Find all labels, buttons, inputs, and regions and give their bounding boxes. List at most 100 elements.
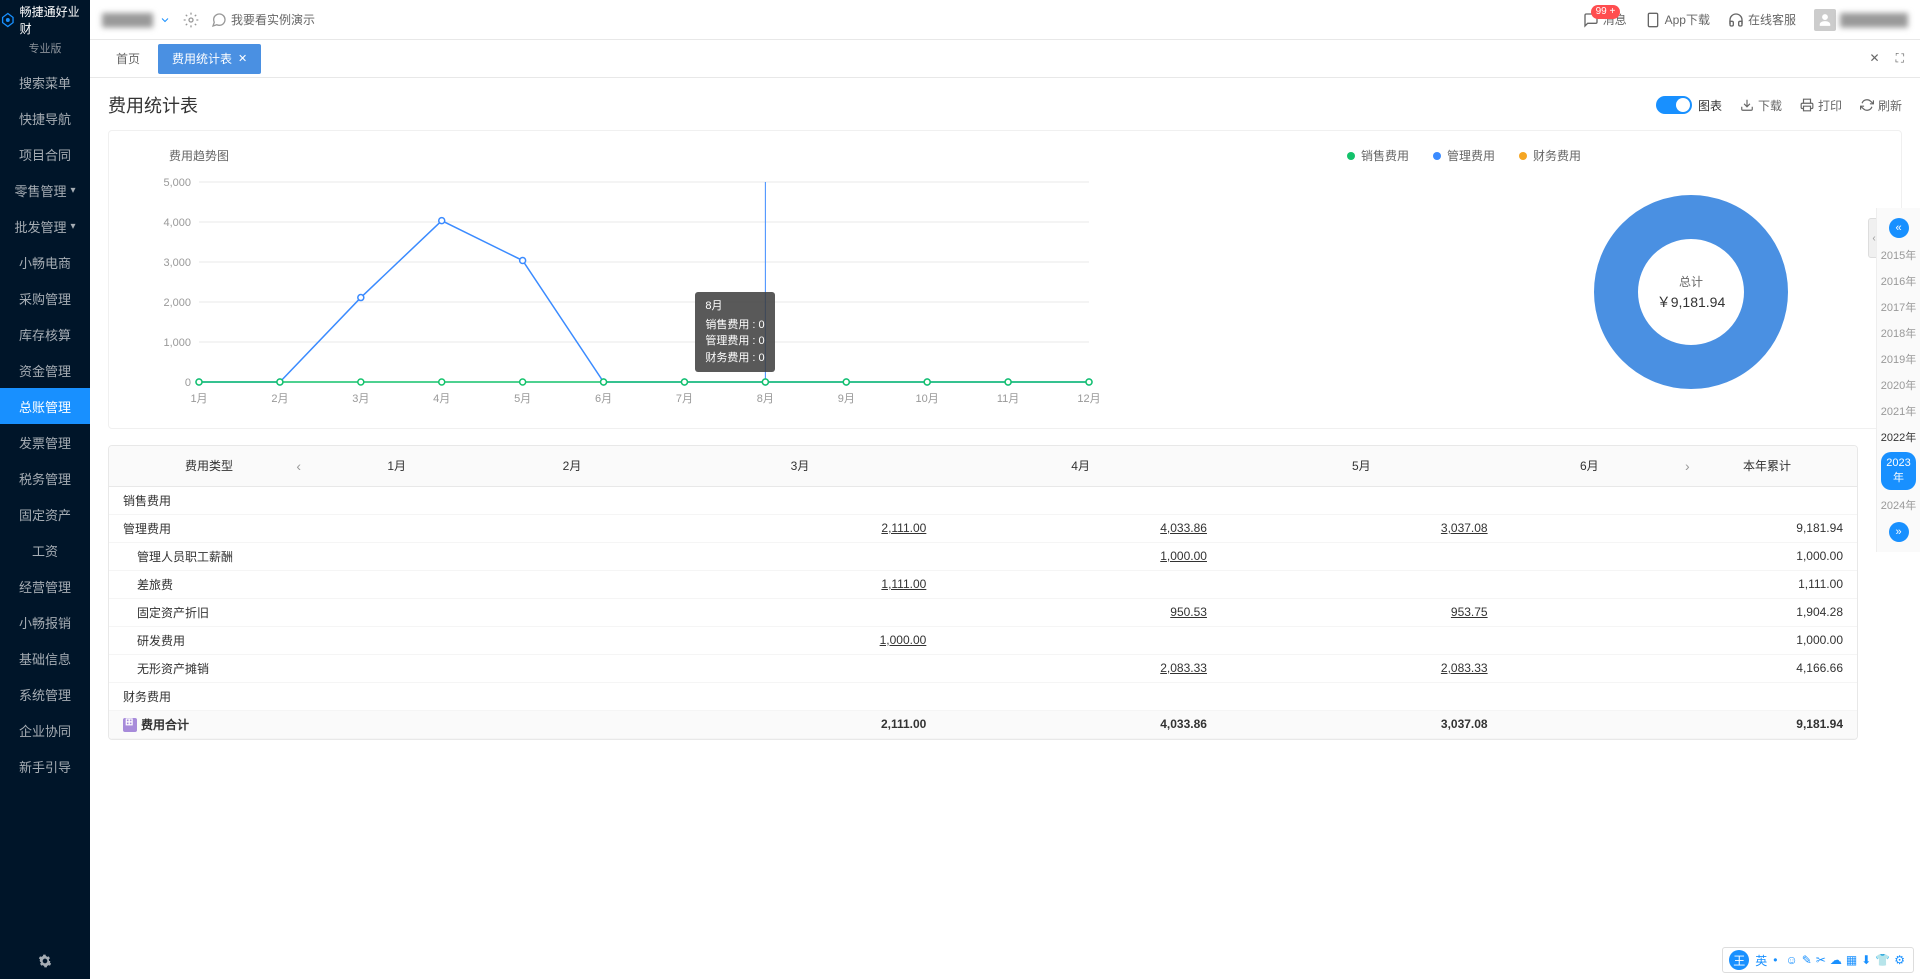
year-2022年[interactable]: 2022年 — [1877, 424, 1920, 450]
cell — [484, 542, 659, 570]
sidebar-item-17[interactable]: 系统管理 — [0, 676, 90, 712]
sidebar-item-10[interactable]: 发票管理 — [0, 424, 90, 460]
legend-item-1[interactable]: 管理费用 — [1433, 147, 1495, 164]
ime-icon-7[interactable]: ⚙ — [1894, 953, 1905, 967]
year-2018年[interactable]: 2018年 — [1877, 320, 1920, 346]
sidebar-item-7[interactable]: 库存核算 — [0, 316, 90, 352]
cell — [940, 682, 1221, 710]
gear-icon — [38, 954, 52, 968]
cell[interactable]: 950.53 — [940, 598, 1221, 626]
ime-icon-5[interactable]: ⬇ — [1861, 953, 1871, 967]
th-month-5: 6月 — [1502, 446, 1677, 486]
legend-item-2[interactable]: 财务费用 — [1519, 147, 1581, 164]
cell — [940, 486, 1221, 514]
legend-item-0[interactable]: 销售费用 — [1347, 147, 1409, 164]
sidebar-item-6[interactable]: 采购管理 — [0, 280, 90, 316]
sidebar-item-16[interactable]: 基础信息 — [0, 640, 90, 676]
page-title: 费用统计表 — [108, 92, 198, 118]
sidebar-item-4[interactable]: 批发管理▾ — [0, 208, 90, 244]
messages-button[interactable]: 99 + 消息 — [1583, 11, 1627, 28]
sidebar-item-18[interactable]: 企业协同 — [0, 712, 90, 748]
sidebar-item-11[interactable]: 税务管理 — [0, 460, 90, 496]
sidebar-item-5[interactable]: 小畅电商 — [0, 244, 90, 280]
ime-icon-2[interactable]: ✂ — [1816, 953, 1826, 967]
cell — [484, 570, 659, 598]
cell[interactable]: 2,083.33 — [940, 654, 1221, 682]
year-2024年[interactable]: 2024年 — [1877, 492, 1920, 518]
sidebar-item-2[interactable]: 项目合同 — [0, 136, 90, 172]
demo-link[interactable]: 我要看实例演示 — [211, 11, 315, 28]
cell — [484, 486, 659, 514]
cell[interactable]: 1,000.00 — [660, 626, 941, 654]
year-scroll-up[interactable]: « — [1889, 218, 1909, 238]
tab-close-all[interactable]: ✕ — [1866, 47, 1884, 70]
row-label: 无形资产摊销 — [109, 654, 309, 682]
year-2016年[interactable]: 2016年 — [1877, 268, 1920, 294]
sidebar-item-1[interactable]: 快捷导航 — [0, 100, 90, 136]
cell — [309, 486, 484, 514]
year-2020年[interactable]: 2020年 — [1877, 372, 1920, 398]
print-button[interactable]: 打印 — [1800, 97, 1842, 114]
cell[interactable]: 1,000.00 — [940, 542, 1221, 570]
row-label: 管理费用 — [109, 514, 309, 542]
sidebar-item-3[interactable]: 零售管理▾ — [0, 172, 90, 208]
gear-icon[interactable] — [183, 12, 199, 28]
sidebar-item-9[interactable]: 总账管理 — [0, 388, 90, 424]
sidebar-item-0[interactable]: 搜索菜单 — [0, 64, 90, 100]
cell — [484, 626, 659, 654]
grand-total: 9,181.94 — [1677, 710, 1857, 738]
trend-chart-title: 费用趋势图 — [169, 147, 1881, 164]
year-2015年[interactable]: 2015年 — [1877, 242, 1920, 268]
cell[interactable]: 1,111.00 — [660, 570, 941, 598]
ime-icon-1[interactable]: ✎ — [1802, 953, 1812, 967]
table-total-row: 费用合计2,111.004,033.863,037.089,181.94 — [109, 710, 1857, 738]
cell[interactable]: 953.75 — [1221, 598, 1502, 626]
year-2017年[interactable]: 2017年 — [1877, 294, 1920, 320]
chart-toggle[interactable] — [1656, 96, 1692, 114]
svg-text:12月: 12月 — [1077, 393, 1100, 405]
cell[interactable]: 2,111.00 — [660, 514, 941, 542]
year-2021年[interactable]: 2021年 — [1877, 398, 1920, 424]
tab-fullscreen[interactable]: ⛶ — [1892, 47, 1908, 70]
ime-main-icon[interactable]: 王 — [1729, 950, 1749, 970]
tab-1[interactable]: 费用统计表✕ — [158, 44, 261, 74]
ime-icon-6[interactable]: 👕 — [1875, 953, 1890, 967]
user-menu[interactable]: ████████ — [1814, 9, 1908, 31]
row-label: 管理人员职工薪酬 — [109, 542, 309, 570]
cell[interactable]: 3,037.08 — [1221, 514, 1502, 542]
svg-text:4月: 4月 — [433, 393, 450, 405]
donut-chart[interactable]: 总计 ￥9,181.94 — [1561, 172, 1821, 412]
messages-badge: 99 + — [1591, 5, 1621, 19]
sidebar-item-19[interactable]: 新手引导 — [0, 748, 90, 784]
support-button[interactable]: 在线客服 — [1728, 11, 1796, 28]
refresh-button[interactable]: 刷新 — [1860, 97, 1902, 114]
cell[interactable]: 2,083.33 — [1221, 654, 1502, 682]
settings-button[interactable] — [0, 943, 90, 979]
tab-close-icon[interactable]: ✕ — [238, 52, 247, 65]
cell — [660, 654, 941, 682]
ime-lang[interactable]: 英 — [1755, 952, 1767, 969]
sidebar-item-15[interactable]: 小畅报销 — [0, 604, 90, 640]
year-2023年[interactable]: 2023年 — [1881, 452, 1916, 490]
cell[interactable]: 4,033.86 — [940, 514, 1221, 542]
tab-0[interactable]: 首页 — [102, 44, 154, 74]
year-scroll-down[interactable]: » — [1889, 522, 1909, 542]
download-button[interactable]: 下载 — [1740, 97, 1782, 114]
table-next-months[interactable]: › — [1685, 458, 1690, 474]
topbar: ██████ 我要看实例演示 99 + 消息 App下载 — [90, 0, 1920, 40]
app-download-button[interactable]: App下载 — [1645, 11, 1710, 28]
table-prev-months[interactable]: ‹ — [296, 458, 301, 474]
total-cell — [1502, 710, 1677, 738]
year-2019年[interactable]: 2019年 — [1877, 346, 1920, 372]
ime-icon-4[interactable]: ▦ — [1846, 953, 1857, 967]
sidebar-item-12[interactable]: 固定资产 — [0, 496, 90, 532]
sidebar-item-13[interactable]: 工资 — [0, 532, 90, 568]
sidebar-item-14[interactable]: 经营管理 — [0, 568, 90, 604]
sidebar-item-8[interactable]: 资金管理 — [0, 352, 90, 388]
trend-line-chart[interactable]: 01,0002,0003,0004,0005,0001月2月3月4月5月6月7月… — [129, 172, 1109, 412]
ime-icon-3[interactable]: ☁ — [1830, 953, 1842, 967]
ime-icon-0[interactable]: ☺ — [1785, 953, 1797, 967]
ime-bar[interactable]: 王 英 • ☺✎✂☁▦⬇👕⚙ — [1722, 947, 1914, 973]
org-selector[interactable]: ██████ — [102, 13, 171, 27]
table-row: 差旅费1,111.001,111.00 — [109, 570, 1857, 598]
